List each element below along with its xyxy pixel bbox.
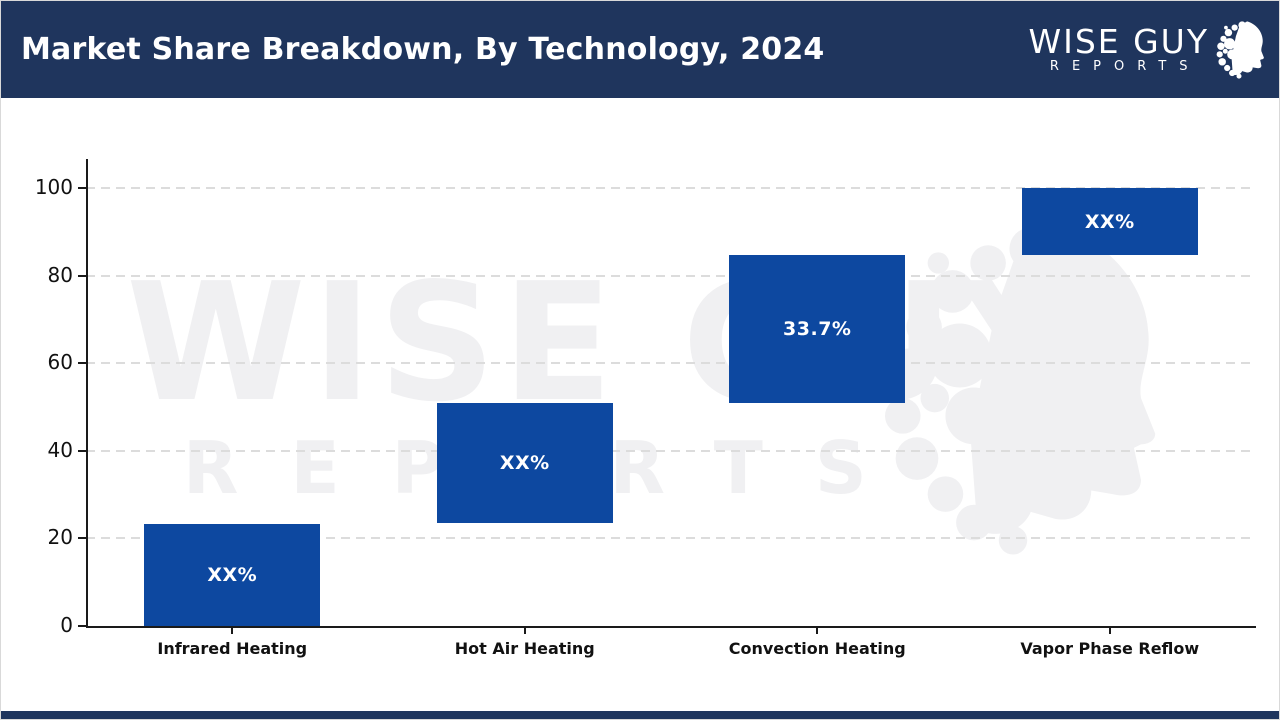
logo-head-icon xyxy=(1216,20,1264,79)
x-tick-mark xyxy=(1108,626,1111,634)
x-tick-label: Infrared Heating xyxy=(157,639,308,658)
x-tick-label: Hot Air Heating xyxy=(454,639,595,658)
gridline xyxy=(86,449,1256,452)
y-tick-mark xyxy=(78,625,86,627)
x-tick-mark xyxy=(816,626,819,634)
y-tick-label: 20 xyxy=(47,525,73,550)
logo-reports-text: REPORTS xyxy=(1049,59,1201,75)
gridline xyxy=(86,362,1256,365)
y-tick-mark xyxy=(78,362,86,365)
bar: XX% xyxy=(144,523,321,626)
bar-value-label: XX% xyxy=(207,563,258,586)
y-tick-label: 0 xyxy=(60,613,73,637)
gridline xyxy=(86,274,1256,277)
chart-title: Market Share Breakdown, By Technology, 2… xyxy=(21,32,825,67)
gridline xyxy=(86,537,1256,540)
bar-value-label: XX% xyxy=(1084,210,1135,233)
y-tick-mark xyxy=(78,449,86,452)
y-tick-label: 100 xyxy=(34,175,73,199)
y-tick-label: 40 xyxy=(47,437,73,462)
x-axis-line xyxy=(86,626,1256,628)
logo-text: WISE GUY REPORTS xyxy=(1028,21,1209,75)
y-tick-label: 60 xyxy=(47,350,73,375)
y-axis-line xyxy=(86,159,88,628)
y-tick-mark xyxy=(78,274,86,277)
x-tick-label: Vapor Phase Reflow xyxy=(1020,639,1200,658)
footer-bar xyxy=(1,711,1279,719)
logo-wiseguy-text: WISE GUY xyxy=(1028,21,1209,61)
x-tick-label: Convection Heating xyxy=(728,639,906,658)
y-tick-mark xyxy=(78,187,86,189)
bar: 33.7% xyxy=(729,255,906,404)
y-tick-mark xyxy=(78,537,86,540)
x-tick-mark xyxy=(231,626,234,634)
gridline xyxy=(86,187,1256,189)
bar: XX% xyxy=(436,403,613,524)
y-tick-label: 80 xyxy=(47,262,73,287)
bar-value-label: 33.7% xyxy=(783,318,852,341)
header: Market Share Breakdown, By Technology, 2… xyxy=(1,1,1279,98)
x-tick-mark xyxy=(523,626,526,634)
bar: XX% xyxy=(1021,188,1198,256)
wiseguy-logo: WISE GUY REPORTS xyxy=(1028,10,1267,90)
bar-value-label: XX% xyxy=(499,452,550,475)
